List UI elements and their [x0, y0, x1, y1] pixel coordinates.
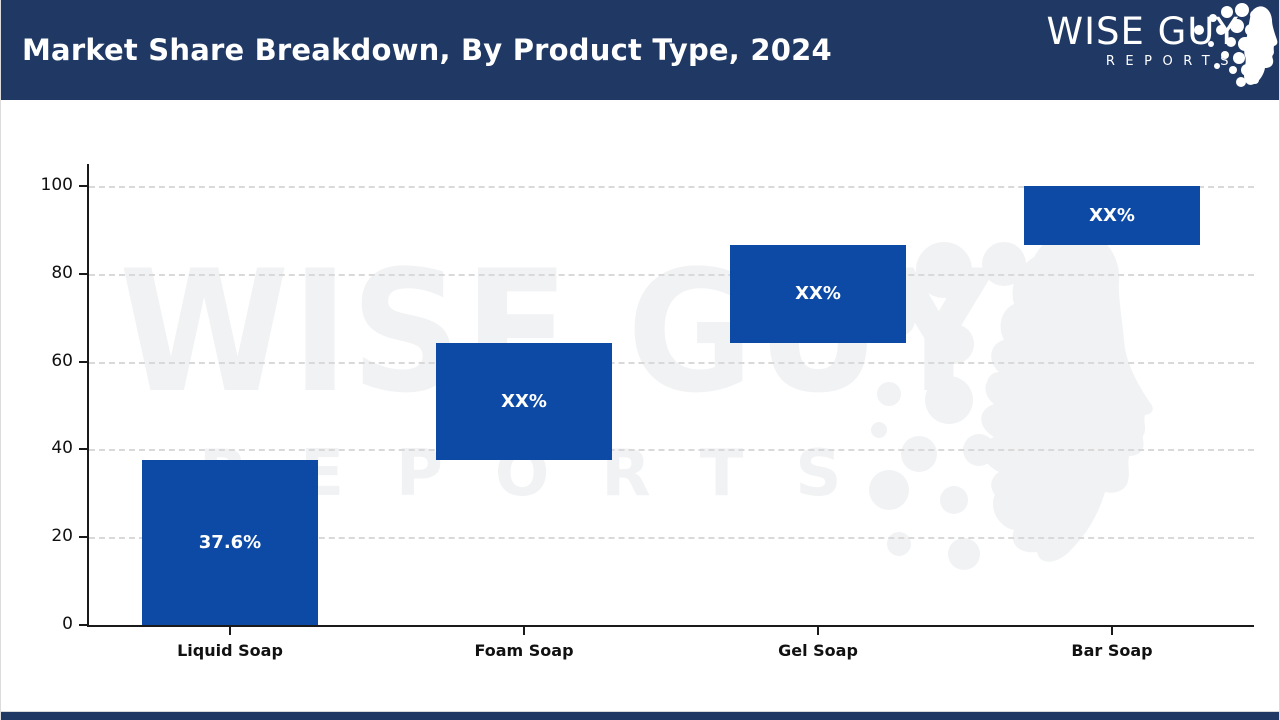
header-bar: Market Share Breakdown, By Product Type,… — [1, 0, 1279, 100]
x-tick-mark — [1111, 627, 1113, 635]
y-tick-label: 40 — [51, 438, 73, 459]
y-tick-label: 80 — [51, 262, 73, 283]
bar-gel-soap: XX% — [730, 244, 906, 344]
bar-liquid-soap: 37.6% — [142, 459, 318, 625]
y-tick-mark — [79, 272, 87, 275]
gridline-40 — [89, 449, 1254, 452]
gridline-80 — [89, 273, 1254, 276]
logo-subtext: REPORTS — [1105, 53, 1239, 69]
y-tick-label: 0 — [62, 614, 73, 634]
y-tick-mark — [79, 624, 87, 626]
x-tick-mark — [817, 627, 819, 635]
logo-wordmark: WISE GUY — [1046, 10, 1239, 53]
y-tick-mark — [79, 360, 87, 363]
bar-bar-soap: XX% — [1024, 186, 1200, 245]
y-tick-label: 100 — [40, 175, 73, 195]
bar-value-label: XX% — [1089, 204, 1135, 226]
y-tick-label: 60 — [51, 350, 73, 371]
y-tick-mark — [79, 185, 87, 187]
x-tick-mark — [229, 627, 231, 635]
x-tick-label-bar-soap: Bar Soap — [1071, 641, 1153, 660]
x-tick-mark — [523, 627, 525, 635]
gridline-100 — [89, 186, 1254, 188]
page-title: Market Share Breakdown, By Product Type,… — [22, 33, 832, 67]
x-tick-label-liquid-soap: Liquid Soap — [177, 641, 283, 660]
gridline-60 — [89, 361, 1254, 364]
gridline-20 — [89, 537, 1254, 540]
x-axis-line — [87, 625, 1254, 627]
footer-bar — [1, 712, 1279, 720]
bar-value-label: XX% — [501, 391, 547, 413]
y-tick-mark — [79, 448, 87, 451]
logo: WISE GUY REPORTS — [1046, 10, 1239, 92]
canvas-bottom-edge — [1, 711, 1279, 712]
bar-value-label: 37.6% — [198, 531, 262, 553]
bar-value-label: XX% — [795, 283, 841, 305]
y-axis-line — [87, 164, 89, 627]
y-tick-mark — [79, 536, 87, 539]
bar-foam-soap: XX% — [436, 343, 612, 460]
x-tick-label-foam-soap: Foam Soap — [474, 641, 574, 660]
x-tick-label-gel-soap: Gel Soap — [778, 641, 858, 660]
y-tick-label: 20 — [51, 526, 73, 547]
